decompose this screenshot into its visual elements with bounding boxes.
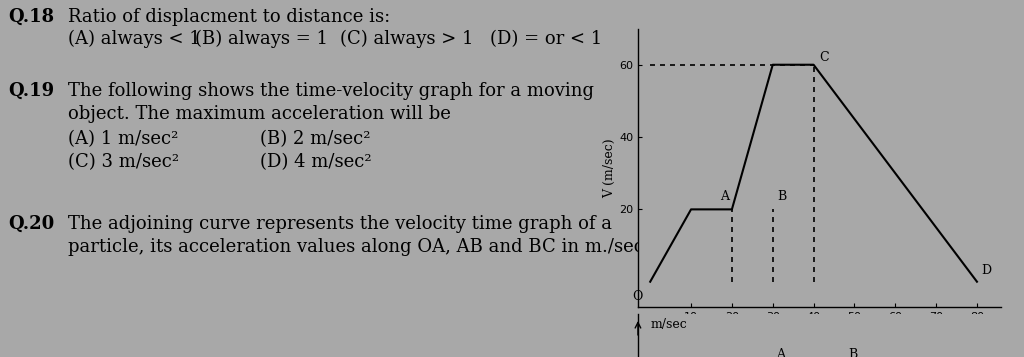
Text: particle, its acceleration values along OA, AB and BC in m./sec².: particle, its acceleration values along …: [68, 238, 657, 256]
Text: (C) 3 m/sec²: (C) 3 m/sec²: [68, 153, 179, 171]
Text: B: B: [848, 348, 857, 357]
Text: Q.18: Q.18: [8, 8, 54, 26]
Text: (B) always = 1: (B) always = 1: [195, 30, 328, 48]
Text: (D) 4 m/sec²: (D) 4 m/sec²: [260, 153, 372, 171]
Text: Q.20: Q.20: [8, 215, 54, 233]
Text: (D) = or < 1: (D) = or < 1: [490, 30, 602, 48]
Text: D: D: [981, 265, 991, 277]
X-axis label: Time (sec.): Time (sec.): [784, 325, 855, 338]
Text: C: C: [819, 51, 829, 64]
Text: O: O: [632, 290, 642, 303]
Text: (C) always > 1: (C) always > 1: [340, 30, 473, 48]
Text: A: A: [776, 348, 784, 357]
Text: Ratio of displacment to distance is:: Ratio of displacment to distance is:: [68, 8, 390, 26]
Text: (A) always < 1: (A) always < 1: [68, 30, 201, 48]
Text: Q.19: Q.19: [8, 82, 54, 100]
Text: (B) 2 m/sec²: (B) 2 m/sec²: [260, 130, 371, 148]
Text: object. The maximum acceleration will be: object. The maximum acceleration will be: [68, 105, 451, 123]
Text: The following shows the time-velocity graph for a moving: The following shows the time-velocity gr…: [68, 82, 594, 100]
Y-axis label: V (m/sec): V (m/sec): [603, 138, 616, 198]
Text: m/sec: m/sec: [650, 318, 687, 331]
Text: A: A: [720, 190, 729, 203]
Text: The adjoining curve represents the velocity time graph of a: The adjoining curve represents the veloc…: [68, 215, 612, 233]
Text: B: B: [777, 190, 786, 203]
Text: (A) 1 m/sec²: (A) 1 m/sec²: [68, 130, 178, 148]
